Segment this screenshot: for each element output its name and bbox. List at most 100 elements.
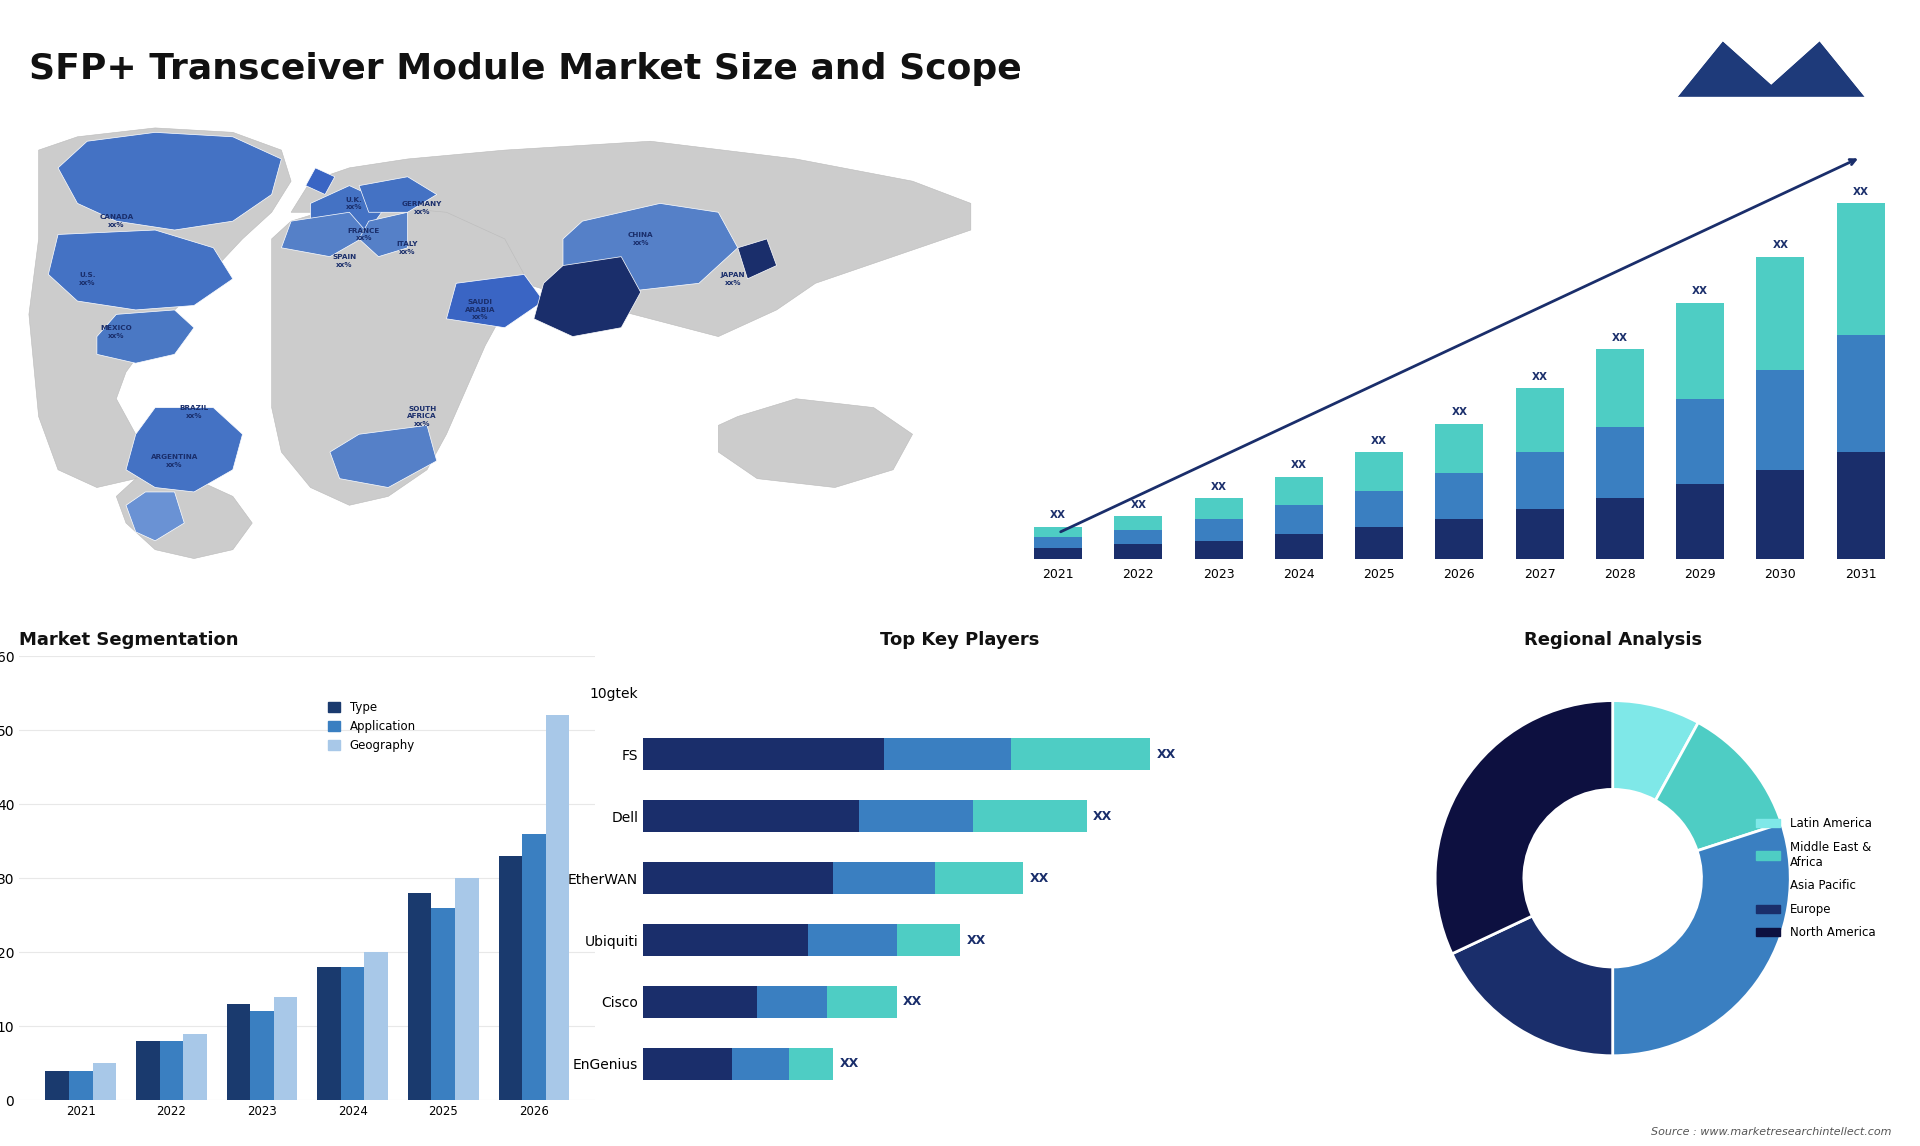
Text: SFP+ Transceiver Module Market Size and Scope: SFP+ Transceiver Module Market Size and … bbox=[29, 52, 1021, 86]
Bar bbox=[643, 924, 808, 956]
Bar bbox=[1436, 473, 1484, 519]
Polygon shape bbox=[127, 492, 184, 541]
Bar bbox=[1275, 505, 1323, 534]
Bar bbox=[1275, 534, 1323, 558]
Text: XX: XX bbox=[1131, 500, 1146, 510]
Bar bbox=[1676, 399, 1724, 484]
Polygon shape bbox=[1674, 39, 1868, 99]
Title: Top Key Players: Top Key Players bbox=[879, 631, 1041, 649]
Text: U.K.
xx%: U.K. xx% bbox=[346, 197, 363, 210]
Text: XX: XX bbox=[1156, 748, 1175, 761]
Polygon shape bbox=[29, 128, 292, 487]
Polygon shape bbox=[117, 470, 252, 558]
Polygon shape bbox=[48, 230, 232, 309]
Bar bbox=[407, 893, 432, 1100]
Bar bbox=[1114, 544, 1162, 558]
Polygon shape bbox=[737, 238, 776, 278]
Bar bbox=[250, 1012, 275, 1100]
Text: RESEARCH: RESEARCH bbox=[1749, 36, 1793, 45]
Text: XX: XX bbox=[1692, 286, 1709, 297]
Bar bbox=[92, 1063, 115, 1100]
Bar bbox=[833, 862, 935, 894]
Bar bbox=[1035, 537, 1083, 548]
Polygon shape bbox=[330, 425, 436, 487]
Polygon shape bbox=[271, 203, 524, 505]
Polygon shape bbox=[447, 274, 543, 328]
Bar bbox=[1356, 526, 1404, 558]
Text: CANADA
xx%: CANADA xx% bbox=[100, 214, 132, 228]
Bar bbox=[432, 908, 455, 1100]
Bar bbox=[883, 738, 1010, 770]
Bar bbox=[182, 1034, 207, 1100]
Bar bbox=[1676, 484, 1724, 558]
Text: XX: XX bbox=[1092, 810, 1112, 823]
Text: XX: XX bbox=[966, 934, 985, 947]
Bar bbox=[1596, 427, 1644, 499]
Text: CHINA
xx%: CHINA xx% bbox=[628, 233, 653, 245]
Bar bbox=[1275, 477, 1323, 505]
Bar bbox=[46, 1070, 69, 1100]
Polygon shape bbox=[127, 408, 242, 492]
Bar bbox=[1596, 350, 1644, 427]
Text: INTELLECT: INTELLECT bbox=[1749, 46, 1793, 55]
Text: XX: XX bbox=[1290, 461, 1308, 471]
Bar bbox=[227, 1004, 250, 1100]
Polygon shape bbox=[311, 186, 388, 230]
Bar bbox=[1035, 526, 1083, 537]
Polygon shape bbox=[718, 399, 912, 487]
Bar bbox=[69, 1070, 92, 1100]
Text: ARGENTINA
xx%: ARGENTINA xx% bbox=[152, 454, 198, 468]
Text: XX: XX bbox=[1452, 407, 1467, 417]
Bar bbox=[1596, 499, 1644, 558]
Bar bbox=[1010, 738, 1150, 770]
Polygon shape bbox=[292, 141, 972, 337]
Polygon shape bbox=[96, 309, 194, 363]
Text: XX: XX bbox=[1212, 481, 1227, 492]
Bar bbox=[828, 986, 897, 1018]
Bar bbox=[1194, 499, 1242, 519]
Polygon shape bbox=[58, 132, 282, 230]
Wedge shape bbox=[1655, 723, 1782, 850]
Bar bbox=[1837, 203, 1885, 335]
Bar bbox=[756, 986, 828, 1018]
Bar bbox=[499, 856, 522, 1100]
Bar bbox=[1356, 492, 1404, 526]
Bar bbox=[1436, 519, 1484, 558]
Text: U.S.
xx%: U.S. xx% bbox=[79, 272, 96, 285]
Polygon shape bbox=[359, 176, 436, 212]
Bar bbox=[789, 1047, 833, 1080]
Text: FRANCE
xx%: FRANCE xx% bbox=[348, 228, 380, 241]
Bar bbox=[342, 967, 365, 1100]
Text: XX: XX bbox=[1371, 435, 1386, 446]
Bar bbox=[545, 715, 568, 1100]
Bar bbox=[643, 986, 756, 1018]
Bar bbox=[1515, 509, 1563, 558]
Bar bbox=[643, 1047, 732, 1080]
Text: SAUDI
ARABIA
xx%: SAUDI ARABIA xx% bbox=[465, 299, 495, 321]
Text: GERMANY
xx%: GERMANY xx% bbox=[401, 201, 442, 214]
Bar bbox=[365, 952, 388, 1100]
Text: XX: XX bbox=[1772, 241, 1788, 250]
Bar bbox=[858, 800, 973, 832]
Bar bbox=[1114, 531, 1162, 544]
Bar bbox=[808, 924, 897, 956]
Bar bbox=[317, 967, 342, 1100]
Polygon shape bbox=[282, 212, 369, 257]
Text: INDIA
xx%: INDIA xx% bbox=[589, 307, 612, 321]
Bar bbox=[1515, 452, 1563, 509]
Legend: Latin America, Middle East &
Africa, Asia Pacific, Europe, North America: Latin America, Middle East & Africa, Asi… bbox=[1751, 813, 1880, 944]
Text: SPAIN
xx%: SPAIN xx% bbox=[332, 254, 357, 268]
Wedge shape bbox=[1613, 700, 1697, 800]
Bar bbox=[1114, 516, 1162, 531]
Bar bbox=[136, 1041, 159, 1100]
Bar bbox=[275, 997, 298, 1100]
Bar bbox=[1757, 257, 1805, 370]
Text: Source : www.marketresearchintellect.com: Source : www.marketresearchintellect.com bbox=[1651, 1127, 1891, 1137]
Bar bbox=[732, 1047, 789, 1080]
Wedge shape bbox=[1452, 916, 1613, 1055]
Text: BRAZIL
xx%: BRAZIL xx% bbox=[179, 406, 209, 418]
Bar bbox=[973, 800, 1087, 832]
Text: SOUTH
AFRICA
xx%: SOUTH AFRICA xx% bbox=[407, 406, 438, 427]
Text: XX: XX bbox=[839, 1058, 858, 1070]
Legend: Type, Application, Geography: Type, Application, Geography bbox=[324, 698, 419, 755]
